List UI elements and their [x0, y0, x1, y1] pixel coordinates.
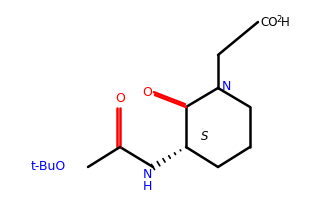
Text: O: O [115, 93, 125, 105]
Text: CO: CO [260, 15, 277, 29]
Text: N: N [142, 168, 152, 181]
Text: t-BuO: t-BuO [30, 160, 66, 173]
Text: S: S [201, 130, 209, 143]
Text: 2: 2 [276, 15, 281, 23]
Text: N: N [221, 80, 231, 93]
Text: O: O [142, 86, 152, 99]
Text: H: H [281, 15, 290, 29]
Text: H: H [142, 179, 152, 192]
